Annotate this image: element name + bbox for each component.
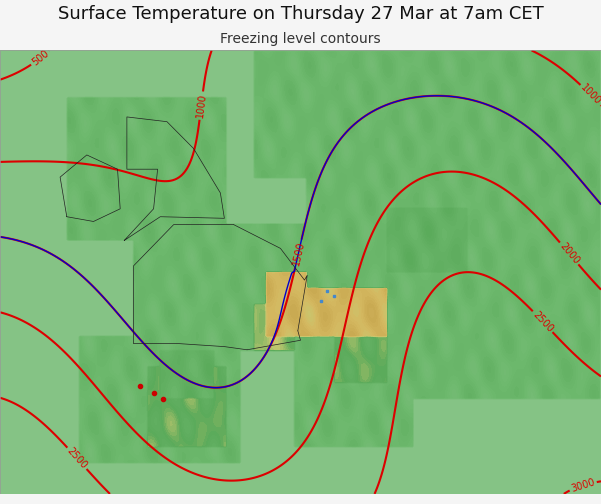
Text: 3000: 3000 [570,477,596,494]
Text: 500: 500 [30,48,50,68]
Text: 1000: 1000 [579,83,601,107]
Text: Surface Temperature on Thursday 27 Mar at 7am CET: Surface Temperature on Thursday 27 Mar a… [58,5,543,23]
Text: 2500: 2500 [531,309,555,334]
Text: 2000: 2000 [557,241,581,266]
Text: 1500: 1500 [291,240,306,267]
Text: 1000: 1000 [195,93,208,118]
Text: 2500: 2500 [65,446,89,471]
Text: Freezing level contours: Freezing level contours [220,32,381,46]
